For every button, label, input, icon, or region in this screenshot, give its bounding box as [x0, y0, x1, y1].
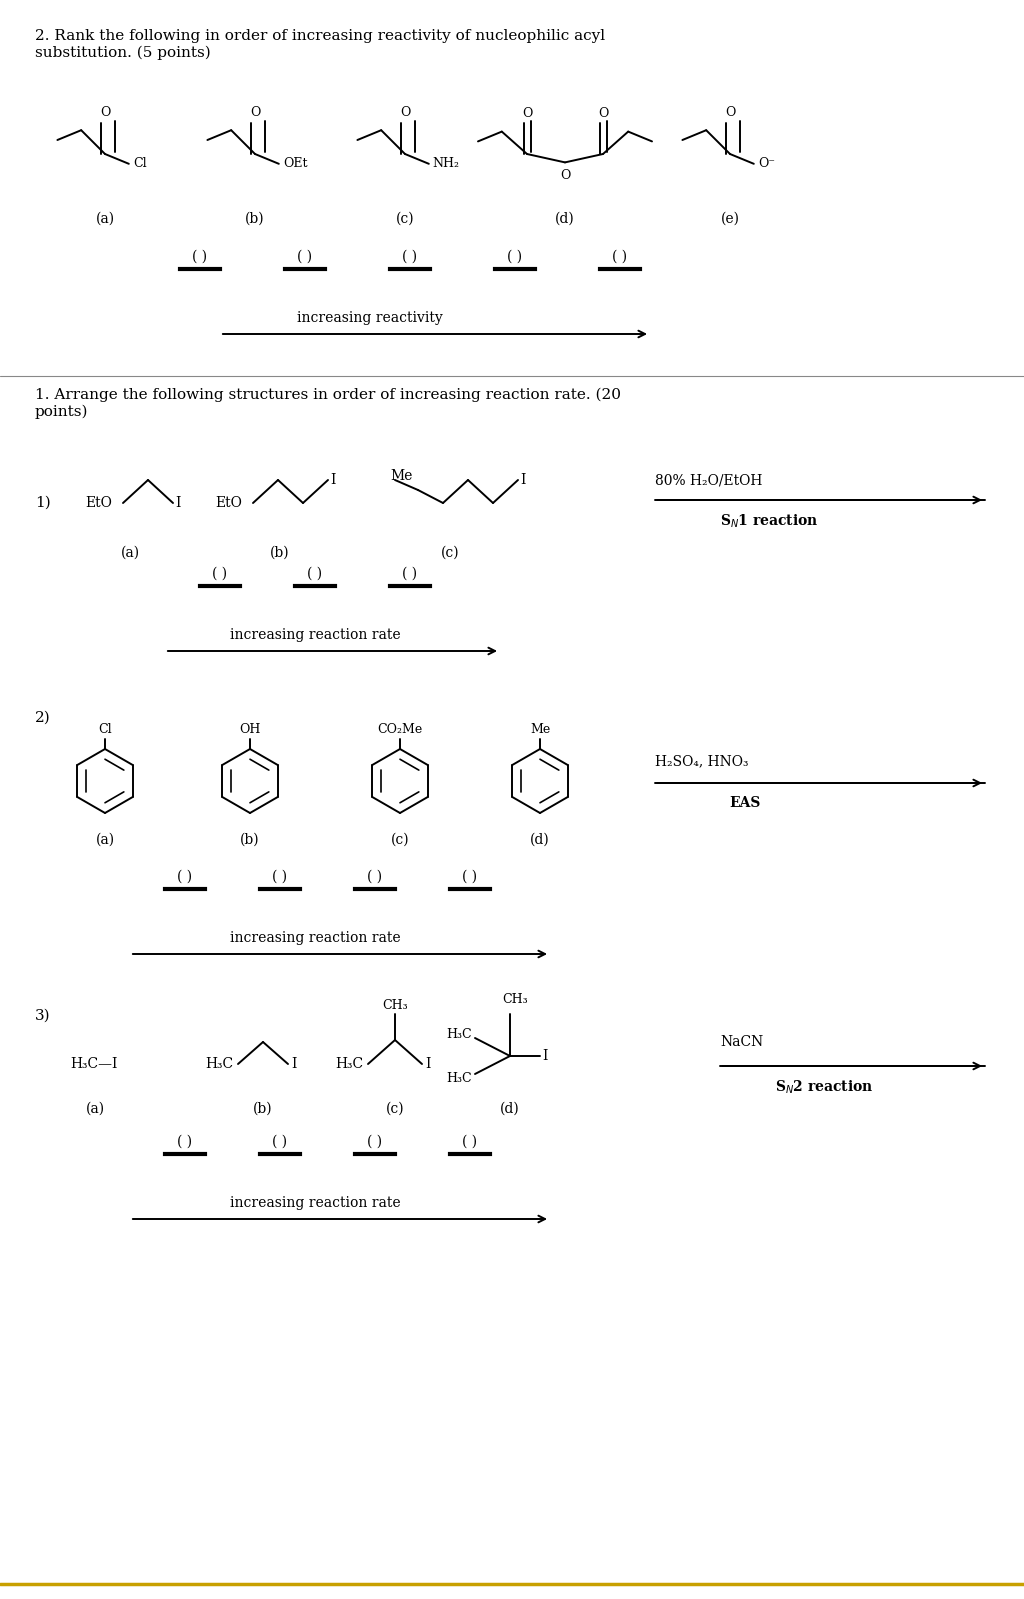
Text: O: O — [725, 106, 735, 120]
Text: O⁻: O⁻ — [758, 157, 775, 171]
Text: (c): (c) — [391, 833, 410, 847]
Text: I: I — [330, 473, 336, 488]
Text: CH₃: CH₃ — [382, 999, 408, 1012]
Text: (a): (a) — [95, 833, 115, 847]
Text: ( ): ( ) — [402, 568, 418, 580]
Text: Cl: Cl — [98, 723, 112, 736]
Text: (a): (a) — [121, 545, 139, 560]
Text: EtO: EtO — [215, 496, 242, 510]
Text: O: O — [522, 107, 532, 120]
Text: ( ): ( ) — [307, 568, 323, 580]
Text: ( ): ( ) — [177, 1135, 193, 1150]
Text: (c): (c) — [395, 213, 415, 225]
Text: (d): (d) — [555, 213, 574, 225]
Text: O: O — [250, 106, 260, 120]
Text: increasing reaction rate: increasing reaction rate — [229, 628, 400, 643]
Text: ( ): ( ) — [177, 870, 193, 884]
Text: ( ): ( ) — [212, 568, 227, 580]
Text: S$_N$2 reaction: S$_N$2 reaction — [775, 1079, 873, 1097]
Text: increasing reactivity: increasing reactivity — [297, 310, 442, 325]
Text: Me: Me — [529, 723, 550, 736]
Text: OH: OH — [240, 723, 261, 736]
Text: I: I — [291, 1057, 296, 1071]
Text: O: O — [399, 106, 411, 120]
Text: H₃C: H₃C — [446, 1071, 472, 1084]
Text: ( ): ( ) — [368, 870, 383, 884]
Text: ( ): ( ) — [272, 870, 288, 884]
Text: I: I — [520, 473, 525, 488]
Text: S$_N$1 reaction: S$_N$1 reaction — [720, 513, 818, 531]
Text: O: O — [99, 106, 111, 120]
Text: ( ): ( ) — [193, 249, 208, 264]
Text: (e): (e) — [721, 213, 739, 225]
Text: (d): (d) — [500, 1102, 520, 1116]
Text: I: I — [542, 1049, 548, 1063]
Text: (b): (b) — [245, 213, 265, 225]
Text: Me: Me — [390, 469, 413, 483]
Text: CH₃: CH₃ — [502, 993, 527, 1006]
Text: 1): 1) — [35, 496, 51, 510]
Text: ( ): ( ) — [612, 249, 628, 264]
Text: I: I — [425, 1057, 430, 1071]
Text: (b): (b) — [241, 833, 260, 847]
Text: (a): (a) — [85, 1102, 104, 1116]
Text: (a): (a) — [95, 213, 115, 225]
Text: ( ): ( ) — [463, 1135, 477, 1150]
Text: ( ): ( ) — [272, 1135, 288, 1150]
Text: (d): (d) — [530, 833, 550, 847]
Text: ( ): ( ) — [508, 249, 522, 264]
Text: NH₂: NH₂ — [433, 157, 460, 171]
Text: H₃C: H₃C — [335, 1057, 364, 1071]
Text: 1. Arrange the following structures in order of increasing reaction rate. (20
po: 1. Arrange the following structures in o… — [35, 389, 621, 419]
Text: H₃C: H₃C — [205, 1057, 233, 1071]
Text: H₃C—I: H₃C—I — [70, 1057, 118, 1071]
Text: Cl: Cl — [133, 157, 146, 171]
Text: (c): (c) — [440, 545, 460, 560]
Text: 2. Rank the following in order of increasing reactivity of nucleophilic acyl
sub: 2. Rank the following in order of increa… — [35, 29, 605, 59]
Text: H₃C: H₃C — [446, 1028, 472, 1041]
Text: O: O — [598, 107, 608, 120]
Text: (c): (c) — [386, 1102, 404, 1116]
Text: ( ): ( ) — [297, 249, 312, 264]
Text: I: I — [175, 496, 180, 510]
Text: ( ): ( ) — [402, 249, 418, 264]
Text: 3): 3) — [35, 1009, 50, 1023]
Text: increasing reaction rate: increasing reaction rate — [229, 931, 400, 945]
Text: EAS: EAS — [729, 796, 761, 811]
Text: OEt: OEt — [283, 157, 307, 171]
Text: NaCN: NaCN — [720, 1035, 763, 1049]
Text: increasing reaction rate: increasing reaction rate — [229, 1196, 400, 1210]
Text: ( ): ( ) — [463, 870, 477, 884]
Text: EtO: EtO — [85, 496, 112, 510]
Text: 80% H₂O/EtOH: 80% H₂O/EtOH — [655, 473, 763, 488]
Text: (b): (b) — [270, 545, 290, 560]
Text: 2): 2) — [35, 712, 51, 724]
Text: ( ): ( ) — [368, 1135, 383, 1150]
Text: (b): (b) — [253, 1102, 272, 1116]
Text: O: O — [560, 169, 570, 182]
Text: H₂SO₄, HNO₃: H₂SO₄, HNO₃ — [655, 755, 749, 768]
Text: CO₂Me: CO₂Me — [378, 723, 423, 736]
